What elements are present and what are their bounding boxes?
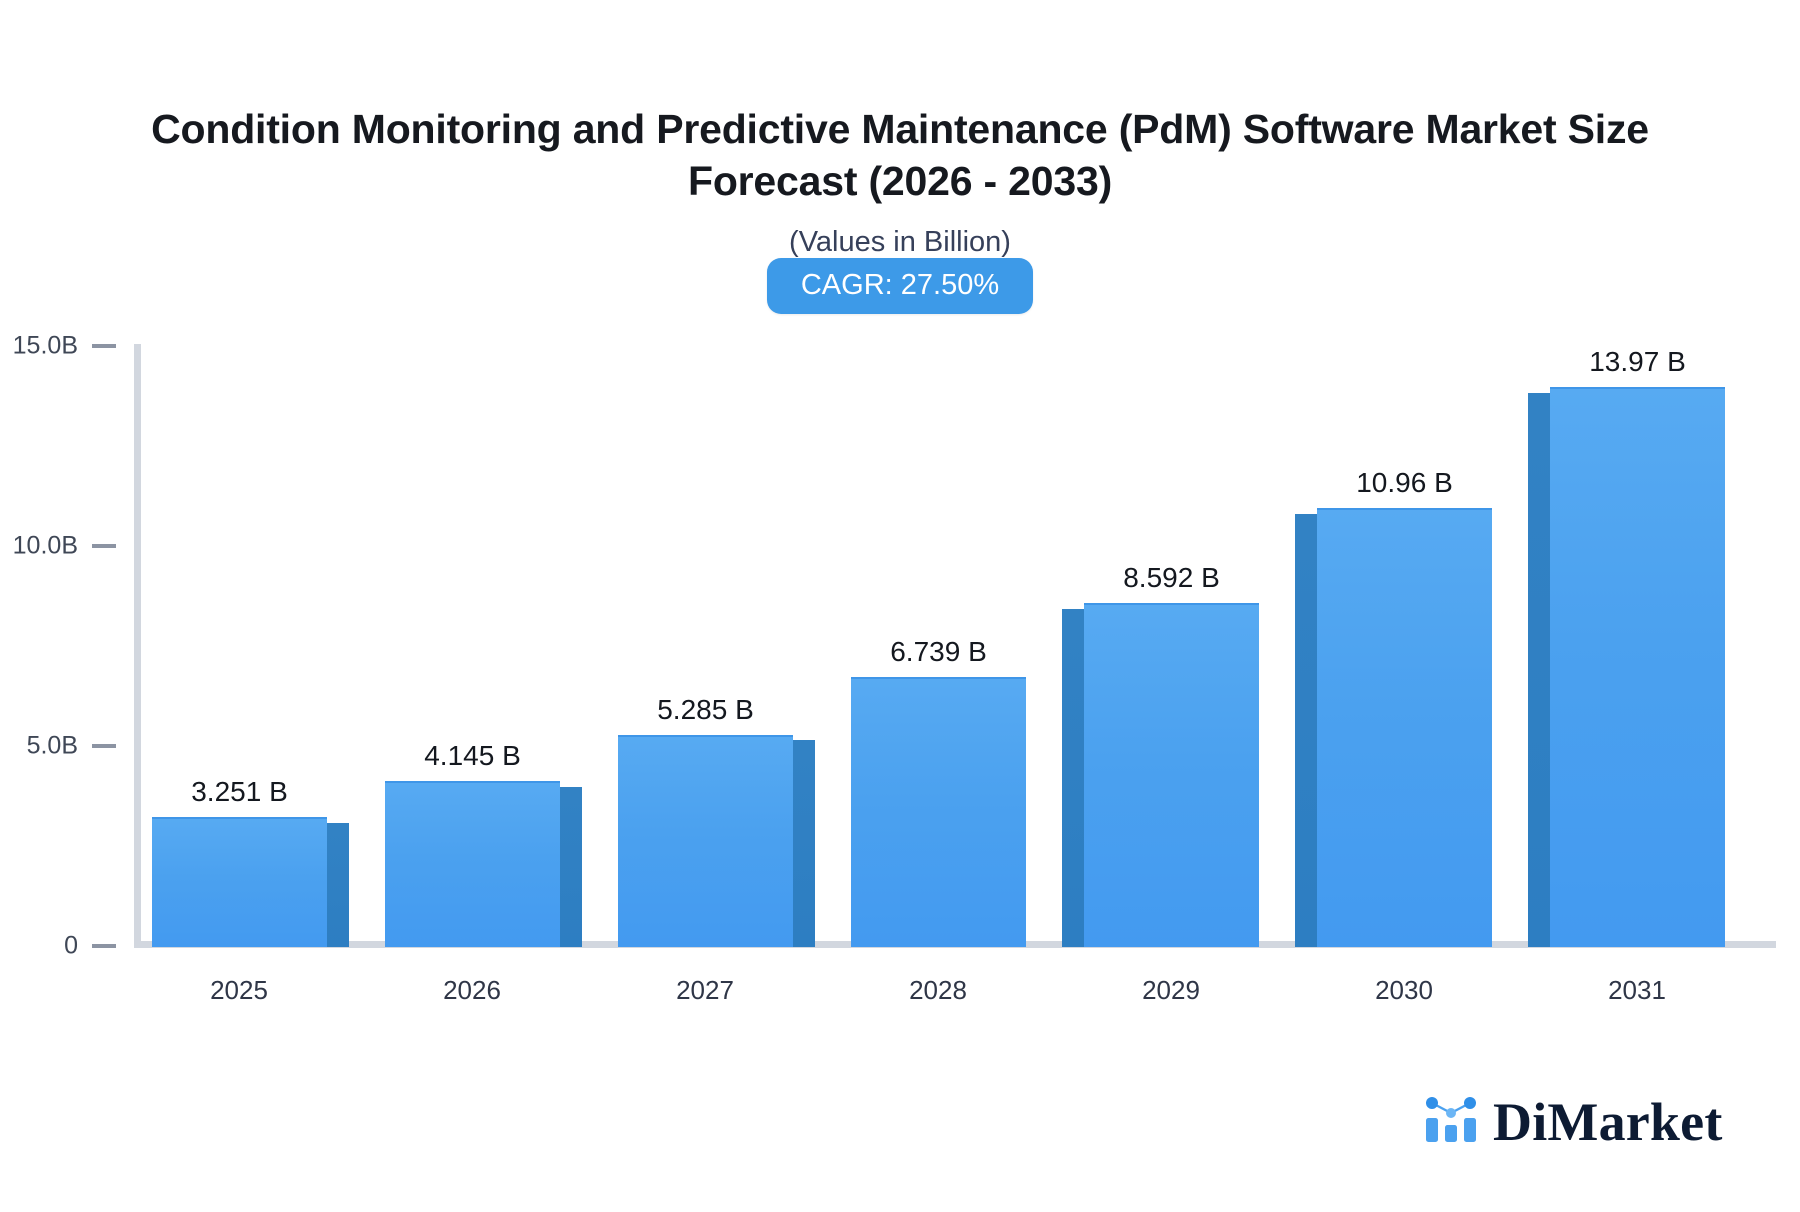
bar-value-label-2028: 6.739 B — [890, 636, 987, 667]
bar-value-label-2027: 5.285 B — [657, 694, 754, 725]
y-axis-label-0: 0 — [64, 931, 78, 960]
bar-2030[interactable] — [1317, 508, 1492, 947]
chart-subtitle: (Values in Billion) — [789, 226, 1011, 259]
chart-title-line-2: Forecast (2026 - 2033) — [687, 157, 1113, 204]
y-axis-label-10: 10.0B — [12, 531, 78, 560]
x-axis-label-2031: 2031 — [1608, 975, 1666, 1005]
chart-title: Condition Monitoring and Predictive Main… — [100, 0, 1700, 207]
brand-logo-text: DiMarket — [1493, 1091, 1723, 1152]
bar-2026[interactable] — [385, 781, 560, 947]
x-axis-label-2027: 2027 — [676, 975, 734, 1005]
bar-side-2030 — [1295, 514, 1317, 947]
x-axis-label-2028: 2028 — [909, 975, 967, 1005]
bar-2028[interactable] — [851, 677, 1026, 947]
bar-value-label-2025: 3.251 B — [191, 776, 288, 807]
y-axis-label-15: 15.0B — [12, 331, 78, 360]
bar-2027[interactable] — [618, 735, 793, 947]
chart-title-line-1: Condition Monitoring and Predictive Main… — [151, 106, 1649, 152]
bar-side-2031 — [1528, 393, 1550, 947]
bar-chart-logo-icon — [1422, 1094, 1480, 1149]
bar-group-2026[interactable]: 4.145 B — [385, 740, 582, 1212]
bar-2029[interactable] — [1084, 603, 1259, 947]
chart-header: Condition Monitoring and Predictive Main… — [0, 0, 1800, 260]
y-axis-tick-15 — [92, 344, 116, 348]
bar-group-2025[interactable]: 3.251 B — [152, 776, 349, 1212]
bar-value-label-2030: 10.96 B — [1356, 467, 1453, 498]
bar-2031[interactable] — [1550, 387, 1725, 947]
bar-side-2025 — [327, 823, 349, 947]
x-axis-label-2030: 2030 — [1375, 975, 1433, 1005]
bar-side-2029 — [1062, 609, 1084, 947]
bar-side-2026 — [560, 787, 582, 947]
bar-side-2027 — [793, 740, 815, 947]
y-axis-label-5: 5.0B — [26, 731, 78, 760]
bar-value-label-2031: 13.97 B — [1589, 346, 1686, 377]
y-axis-tick-5 — [92, 744, 116, 748]
bar-group-2031[interactable]: 13.97 B — [1528, 346, 1725, 1212]
bar-2025[interactable] — [152, 817, 327, 947]
bar-value-label-2026: 4.145 B — [424, 740, 521, 771]
x-axis-label-2029: 2029 — [1142, 975, 1200, 1005]
y-axis-line — [134, 344, 141, 948]
bar-group-2029[interactable]: 8.592 B — [1062, 562, 1259, 1212]
x-axis-label-2025: 2025 — [210, 975, 268, 1005]
brand-logo: DiMarket — [1422, 1094, 1723, 1149]
bar-group-2030[interactable]: 10.96 B — [1295, 467, 1492, 1212]
y-axis-tick-0 — [92, 944, 116, 948]
bar-group-2028[interactable]: 6.739 B — [851, 636, 1026, 1212]
bar-value-label-2029: 8.592 B — [1123, 562, 1220, 593]
y-axis-tick-10 — [92, 544, 116, 548]
x-axis-label-2026: 2026 — [443, 975, 501, 1005]
bar-group-2027[interactable]: 5.285 B — [618, 694, 815, 1212]
